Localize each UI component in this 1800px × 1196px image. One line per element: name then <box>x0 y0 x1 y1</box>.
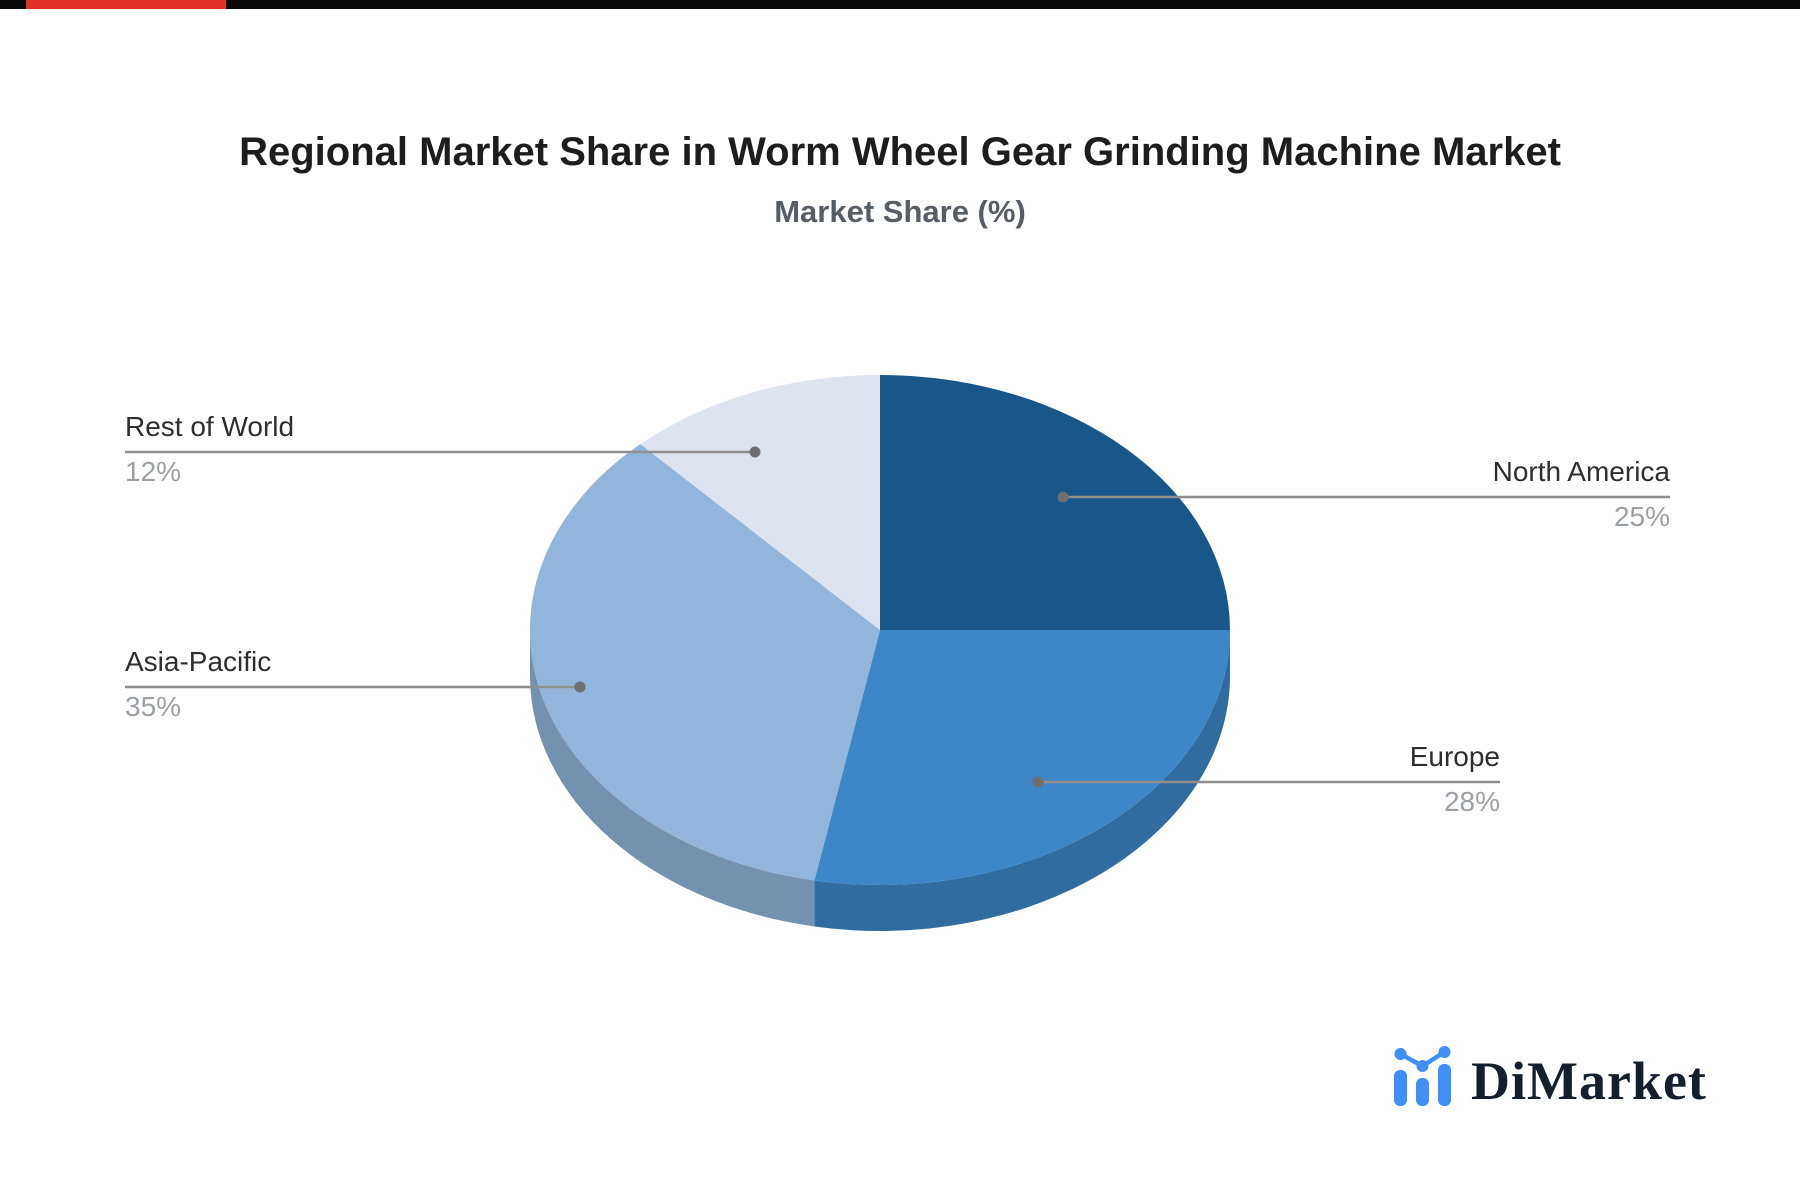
chart-title: Regional Market Share in Worm Wheel Gear… <box>239 130 1561 174</box>
chart-subtitle: Market Share (%) <box>774 194 1026 229</box>
top-edge-red-segment <box>26 0 226 9</box>
bar-chart-icon <box>1394 1046 1451 1106</box>
slice-percent: 12% <box>125 456 182 487</box>
pie-slice-europe <box>814 630 1230 886</box>
callout-dot-north-america <box>1057 491 1069 503</box>
callout-north-america: North America 25% <box>1493 458 1670 531</box>
top-edge-bar <box>0 0 1800 9</box>
slice-label: Asia-Pacific <box>125 646 272 677</box>
brand-logo: DiMarket <box>1392 1038 1707 1108</box>
slice-label: Europe <box>1409 741 1500 772</box>
pie-slice-asia-pacific <box>529 444 880 881</box>
slice-percent: 25% <box>1613 501 1670 532</box>
callout-europe: Europe 28% <box>1410 743 1500 816</box>
pie-slice-north-america <box>880 375 1230 630</box>
slice-percent: 28% <box>1443 786 1500 817</box>
brand-logo-text: DiMarket <box>1471 1051 1707 1111</box>
slice-label: Rest of World <box>125 411 295 442</box>
pie-slice-rest-of-world <box>640 375 880 630</box>
callout-dot-europe <box>1032 776 1044 788</box>
pie-slice-side-asia-pacific <box>530 630 815 927</box>
callout-dot-rest-of-world <box>749 446 761 458</box>
callout-rest-of-world: Rest of World 12% <box>125 413 294 486</box>
callout-asia-pacific: Asia-Pacific 35% <box>125 648 271 721</box>
pie-slice-side-europe <box>814 630 1230 931</box>
slice-label: North America <box>1492 456 1670 487</box>
callout-dot-asia-pacific <box>574 681 586 693</box>
slice-percent: 35% <box>125 691 182 722</box>
